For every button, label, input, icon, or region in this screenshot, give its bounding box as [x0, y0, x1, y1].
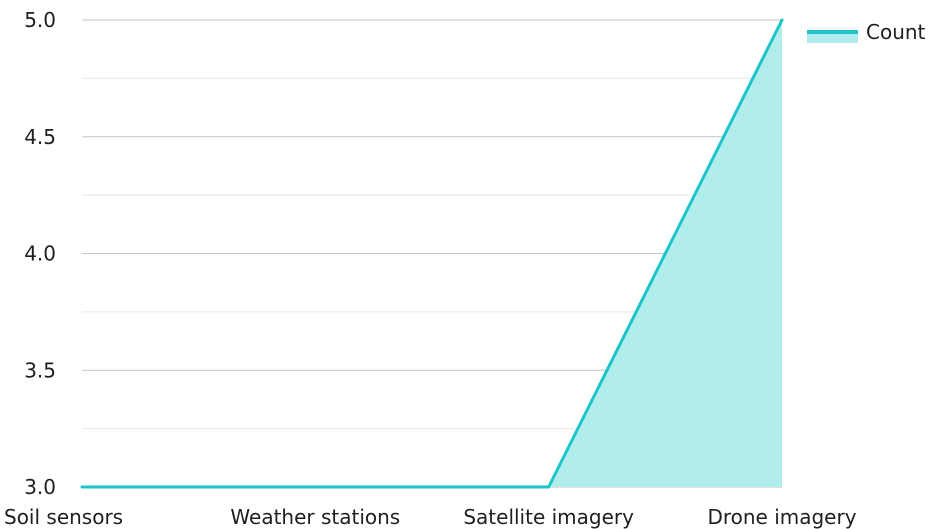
- series-area: [82, 20, 782, 487]
- x-axis-tick-labels: Soil sensors Weather stations Satellite im…: [4, 505, 857, 529]
- data-point-1: [313, 485, 317, 489]
- legend: Count: [807, 20, 926, 44]
- data-point-2: [547, 485, 551, 489]
- x-tick-label: Soil sensors: [4, 505, 123, 529]
- x-tick-label: Drone imagery: [707, 505, 856, 529]
- legend-swatch-fill: [807, 32, 858, 43]
- series-area-fill: [82, 20, 782, 487]
- y-tick-label: 3.0: [24, 475, 56, 499]
- x-tick-label: Satellite imagery: [463, 505, 634, 529]
- y-tick-label: 5.0: [24, 8, 56, 32]
- y-tick-label: 4.0: [24, 242, 56, 266]
- data-point-3: [780, 18, 784, 22]
- y-axis-tick-labels: 3.0 3.5 4.0 4.5 5.0: [24, 8, 56, 499]
- legend-label-count: Count: [866, 20, 926, 44]
- grid-lines: [82, 19, 782, 488]
- series-line-group: [80, 18, 784, 489]
- x-tick-label: Weather stations: [230, 505, 400, 529]
- y-tick-label: 4.5: [24, 125, 56, 149]
- series-line: [82, 19, 784, 489]
- data-point-0: [80, 485, 84, 489]
- y-tick-label: 3.5: [24, 358, 56, 382]
